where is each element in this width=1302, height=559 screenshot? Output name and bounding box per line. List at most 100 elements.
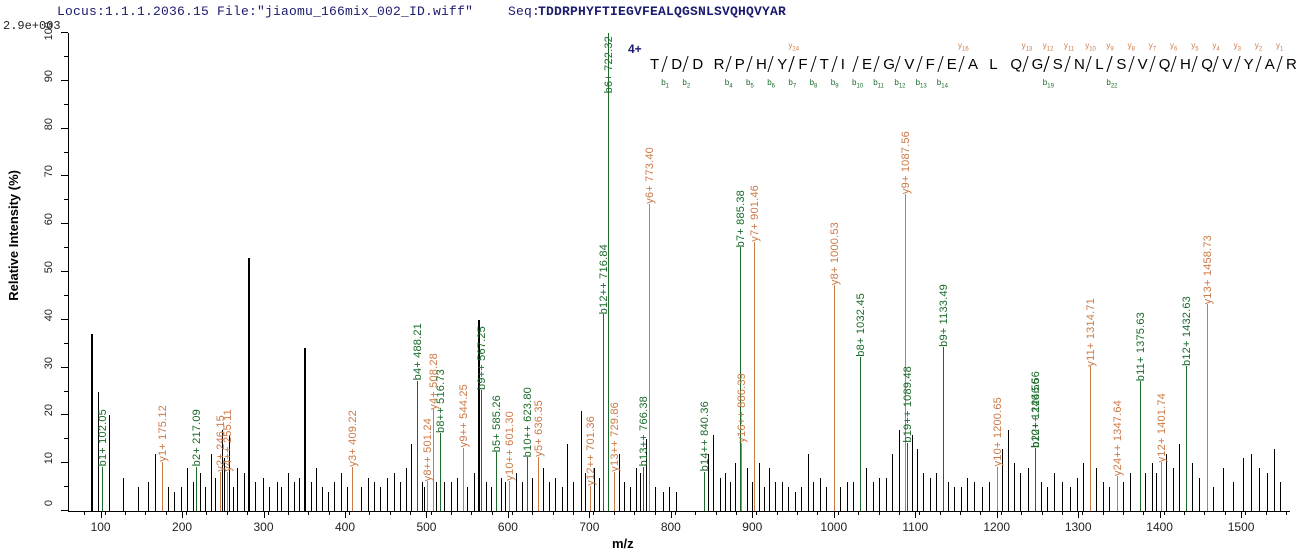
x-axis-minor-tick (1163, 511, 1165, 515)
spectrum-peak (505, 482, 507, 511)
peak-label-leader (603, 313, 605, 320)
spectrum-peak (327, 491, 329, 511)
annotated-spectrum-peak (1116, 482, 1118, 511)
y-ion-marker: y9 (1106, 41, 1114, 53)
peak-label: b12+ 1432.63 (1181, 296, 1194, 367)
y-axis-tick (61, 271, 68, 272)
x-axis-tick-label: 900 (742, 520, 763, 534)
y-axis-minor-tick (64, 199, 68, 201)
spectrum-peak (623, 482, 625, 511)
b-ion-marker: b8 (809, 78, 818, 90)
spectrum-peak (443, 482, 445, 511)
sequence-residue: H (1180, 56, 1191, 73)
peak-label-leader (834, 285, 836, 292)
sequence-residue: V (1137, 56, 1148, 73)
x-axis-tick (344, 511, 346, 518)
peak-label-leader (613, 471, 615, 478)
annotated-spectrum-peak (603, 319, 605, 511)
x-axis-minor-tick (919, 511, 921, 515)
spectrum-peak (567, 444, 569, 511)
annotated-spectrum-peak (219, 477, 221, 511)
spectrum-peak (561, 487, 563, 511)
x-axis-tick (263, 511, 265, 518)
spectrum-peak (436, 482, 438, 511)
annotated-spectrum-peak (416, 386, 418, 511)
peak-label-leader (860, 356, 862, 363)
spectrum-peak (521, 482, 523, 511)
b-ion-marker: b12 (894, 78, 906, 90)
spectrum-peak (155, 453, 157, 511)
spectrum-peak (599, 477, 601, 511)
annotated-spectrum-peak (613, 477, 615, 511)
spectrum-peak (1267, 472, 1269, 511)
peak-label: y13++ 729.86 (608, 401, 621, 472)
spectrum-peak (1070, 487, 1072, 511)
x-axis-minor-tick (756, 511, 758, 515)
spectrum-peak (813, 482, 815, 511)
x-axis-minor-tick (797, 511, 799, 515)
spectrum-peak (892, 453, 894, 511)
spectrum-peak (1213, 487, 1215, 511)
annotated-spectrum-peak (508, 487, 510, 511)
peak-label-leader (942, 347, 944, 354)
peak-label: y9+ 1087.56 (900, 131, 913, 195)
peak-label-leader (997, 466, 999, 473)
peak-label-leader (495, 452, 497, 459)
annotated-spectrum-peak (643, 472, 645, 511)
spectrum-peak (380, 487, 382, 511)
ion-cleavage-mark (767, 56, 779, 72)
spectrum-peak (98, 391, 100, 511)
peak-label: b9+ 1133.49 (937, 284, 950, 348)
b-ion-marker: b11 (873, 78, 884, 90)
y-axis-tick (61, 462, 68, 464)
spectrum-peak (713, 434, 715, 511)
spectrum-peak (221, 429, 223, 511)
ion-cleavage-mark (1127, 56, 1140, 72)
x-axis-tick-label: 100 (90, 520, 111, 534)
ion-cleavage-mark (894, 56, 906, 72)
x-axis-tick-label: 800 (660, 520, 681, 534)
x-axis-minor-tick (1224, 511, 1226, 515)
spectrum-peak (555, 477, 557, 511)
spectrum-peak (973, 482, 975, 511)
peak-label-leader (649, 203, 651, 210)
spectrum-peak (769, 467, 771, 511)
x-axis-tick (915, 511, 917, 518)
peak-label-leader (590, 485, 592, 492)
sequence-residue: G (1031, 56, 1044, 73)
peak-label: y12+ 1401.74 (1156, 392, 1169, 462)
spectrum-peak (237, 467, 239, 511)
x-axis-tick-label: 1100 (902, 520, 929, 534)
sequence-residue: A (968, 56, 979, 73)
x-axis-tick (1159, 511, 1161, 518)
spectrum-peak (751, 482, 753, 511)
peak-label-leader (102, 466, 104, 473)
x-axis-minor-tick (817, 511, 819, 515)
peak-label: y6+ 773.40 (644, 147, 657, 204)
spectrum-peak (788, 487, 790, 511)
x-axis-minor-tick (552, 511, 554, 515)
x-axis-line: 100 200 300 400 500 600 700 800 900 1000 1100 1200 1… (68, 511, 1290, 534)
annotated-spectrum-peak (433, 415, 435, 511)
peak-label: b9++ 567.25 (476, 326, 489, 391)
spectrum-peak (1008, 429, 1010, 511)
intensity-scale-label: 2.9e+003 (3, 19, 61, 33)
spectrum-peak (1192, 463, 1194, 511)
peak-label-leader (508, 481, 510, 488)
spectrum-peak (947, 482, 949, 511)
annotated-spectrum-peak (527, 463, 529, 511)
x-axis-title: m/z (612, 536, 634, 551)
y-axis-line (68, 33, 69, 511)
annotated-spectrum-peak (537, 463, 539, 511)
x-axis-tick-label: 1500 (1227, 520, 1255, 534)
x-axis-minor-tick (654, 511, 656, 515)
spectrum-peak (450, 482, 452, 511)
x-axis-tick (507, 511, 509, 518)
sequence-residue: D (692, 56, 704, 73)
annotated-spectrum-peak (997, 472, 999, 511)
x-axis-minor-tick (858, 511, 860, 515)
peak-label: b22++ 1246.56 (1029, 371, 1042, 448)
sequence-residue: L (989, 56, 998, 73)
spectrum-peak (457, 477, 459, 511)
